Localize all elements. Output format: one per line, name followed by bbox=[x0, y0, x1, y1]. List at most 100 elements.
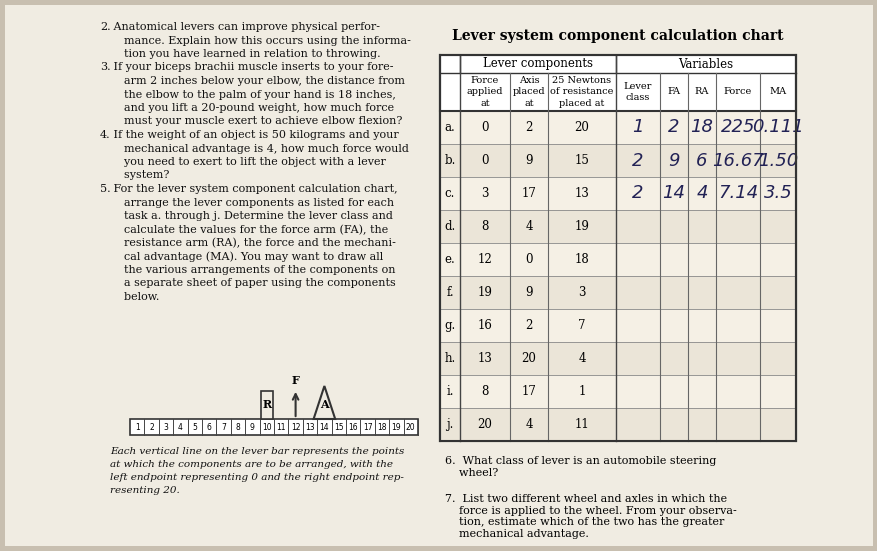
Text: 7: 7 bbox=[221, 423, 225, 431]
Text: Lever system component calculation chart: Lever system component calculation chart bbox=[452, 29, 783, 43]
Text: 2.: 2. bbox=[100, 22, 111, 32]
Text: 8: 8 bbox=[481, 220, 488, 233]
Text: 7: 7 bbox=[578, 319, 585, 332]
Text: 1: 1 bbox=[631, 118, 643, 137]
Text: below.: below. bbox=[110, 292, 160, 302]
Text: For the lever system component calculation chart,: For the lever system component calculati… bbox=[110, 184, 397, 194]
Text: 18: 18 bbox=[689, 118, 713, 137]
Text: d.: d. bbox=[444, 220, 455, 233]
Bar bbox=[439, 210, 795, 243]
Text: F: F bbox=[291, 375, 299, 386]
Text: MA: MA bbox=[768, 88, 786, 96]
Bar bbox=[439, 375, 795, 408]
Text: 0.111: 0.111 bbox=[752, 118, 803, 137]
Bar bbox=[260, 391, 273, 419]
Text: 9: 9 bbox=[524, 286, 532, 299]
Text: 17: 17 bbox=[521, 385, 536, 398]
Text: 3.: 3. bbox=[100, 62, 111, 73]
Text: 5.: 5. bbox=[100, 184, 111, 194]
Text: 16: 16 bbox=[348, 423, 358, 431]
Text: 20: 20 bbox=[574, 121, 588, 134]
Text: 0: 0 bbox=[524, 253, 532, 266]
Text: 11: 11 bbox=[276, 423, 286, 431]
Bar bbox=[130, 419, 417, 435]
Text: A: A bbox=[320, 399, 328, 409]
Bar bbox=[439, 55, 795, 441]
Text: 25 Newtons
of resistance
placed at: 25 Newtons of resistance placed at bbox=[550, 77, 613, 107]
Text: cal advantage (MA). You may want to draw all: cal advantage (MA). You may want to draw… bbox=[110, 251, 383, 262]
Text: a separate sheet of paper using the components: a separate sheet of paper using the comp… bbox=[110, 278, 396, 289]
Text: If your biceps brachii muscle inserts to your fore-: If your biceps brachii muscle inserts to… bbox=[110, 62, 393, 73]
Text: 14: 14 bbox=[662, 185, 685, 203]
Bar bbox=[439, 408, 795, 441]
Text: c.: c. bbox=[445, 187, 454, 200]
Text: Force
applied
at: Force applied at bbox=[467, 77, 503, 107]
Text: 6: 6 bbox=[206, 423, 211, 431]
Text: 9: 9 bbox=[524, 154, 532, 167]
Bar bbox=[439, 177, 795, 210]
Text: If the weight of an object is 50 kilograms and your: If the weight of an object is 50 kilogra… bbox=[110, 130, 398, 140]
Text: 13: 13 bbox=[305, 423, 315, 431]
Text: the elbow to the palm of your hand is 18 inches,: the elbow to the palm of your hand is 18… bbox=[110, 89, 396, 100]
Text: 2: 2 bbox=[524, 319, 532, 332]
Text: 1: 1 bbox=[578, 385, 585, 398]
Bar bbox=[439, 111, 795, 144]
Text: 12: 12 bbox=[477, 253, 492, 266]
Text: 19: 19 bbox=[391, 423, 401, 431]
Text: 12: 12 bbox=[290, 423, 300, 431]
Text: 6.  What class of lever is an automobile steering
    wheel?: 6. What class of lever is an automobile … bbox=[445, 456, 716, 478]
Text: 2: 2 bbox=[524, 121, 532, 134]
Text: FA: FA bbox=[667, 88, 680, 96]
Text: arm 2 inches below your elbow, the distance from: arm 2 inches below your elbow, the dista… bbox=[110, 76, 404, 86]
Text: 4: 4 bbox=[524, 418, 532, 431]
Text: 15: 15 bbox=[333, 423, 343, 431]
Text: resistance arm (RA), the force and the mechani-: resistance arm (RA), the force and the m… bbox=[110, 238, 396, 249]
Text: Lever
class: Lever class bbox=[623, 82, 652, 102]
Text: 1: 1 bbox=[135, 423, 139, 431]
Text: 2: 2 bbox=[149, 423, 153, 431]
Text: Force: Force bbox=[723, 88, 752, 96]
Text: 0: 0 bbox=[481, 121, 488, 134]
Text: 1.50: 1.50 bbox=[757, 152, 797, 170]
Text: 5: 5 bbox=[192, 423, 197, 431]
Text: system?: system? bbox=[110, 170, 169, 181]
Text: R: R bbox=[262, 399, 271, 410]
Text: 6: 6 bbox=[695, 152, 707, 170]
Text: 3: 3 bbox=[163, 423, 168, 431]
Text: 18: 18 bbox=[574, 253, 588, 266]
Text: 16: 16 bbox=[477, 319, 492, 332]
Text: 3: 3 bbox=[578, 286, 585, 299]
Bar bbox=[439, 276, 795, 309]
Text: Axis
placed
at: Axis placed at bbox=[512, 77, 545, 107]
Text: 3: 3 bbox=[481, 187, 488, 200]
Text: f.: f. bbox=[446, 286, 453, 299]
Text: 4: 4 bbox=[695, 185, 707, 203]
Text: b.: b. bbox=[444, 154, 455, 167]
Text: 7.  List two different wheel and axles in which the
    force is applied to the : 7. List two different wheel and axles in… bbox=[445, 494, 736, 539]
Text: 20: 20 bbox=[521, 352, 536, 365]
Text: 4.: 4. bbox=[100, 130, 111, 140]
Text: 15: 15 bbox=[574, 154, 588, 167]
Bar bbox=[439, 144, 795, 177]
Text: 11: 11 bbox=[574, 418, 588, 431]
Text: must your muscle exert to achieve elbow flexion?: must your muscle exert to achieve elbow … bbox=[110, 116, 402, 127]
Text: i.: i. bbox=[446, 385, 453, 398]
Text: 18: 18 bbox=[377, 423, 386, 431]
Text: Each vertical line on the lever bar represents the points: Each vertical line on the lever bar repr… bbox=[110, 447, 404, 456]
Bar bbox=[439, 342, 795, 375]
Text: 9: 9 bbox=[250, 423, 254, 431]
Text: 4: 4 bbox=[524, 220, 532, 233]
Text: 8: 8 bbox=[481, 385, 488, 398]
Text: 4: 4 bbox=[178, 423, 182, 431]
Text: 13: 13 bbox=[477, 352, 492, 365]
Text: a.: a. bbox=[444, 121, 455, 134]
Text: arrange the lever components as listed for each: arrange the lever components as listed f… bbox=[110, 197, 394, 208]
Text: j.: j. bbox=[446, 418, 453, 431]
Text: 10: 10 bbox=[261, 423, 271, 431]
Text: 20: 20 bbox=[477, 418, 492, 431]
Text: 2: 2 bbox=[667, 118, 679, 137]
Bar bbox=[439, 55, 795, 441]
Text: 19: 19 bbox=[477, 286, 492, 299]
Bar bbox=[439, 243, 795, 276]
Text: 16.67: 16.67 bbox=[711, 152, 763, 170]
